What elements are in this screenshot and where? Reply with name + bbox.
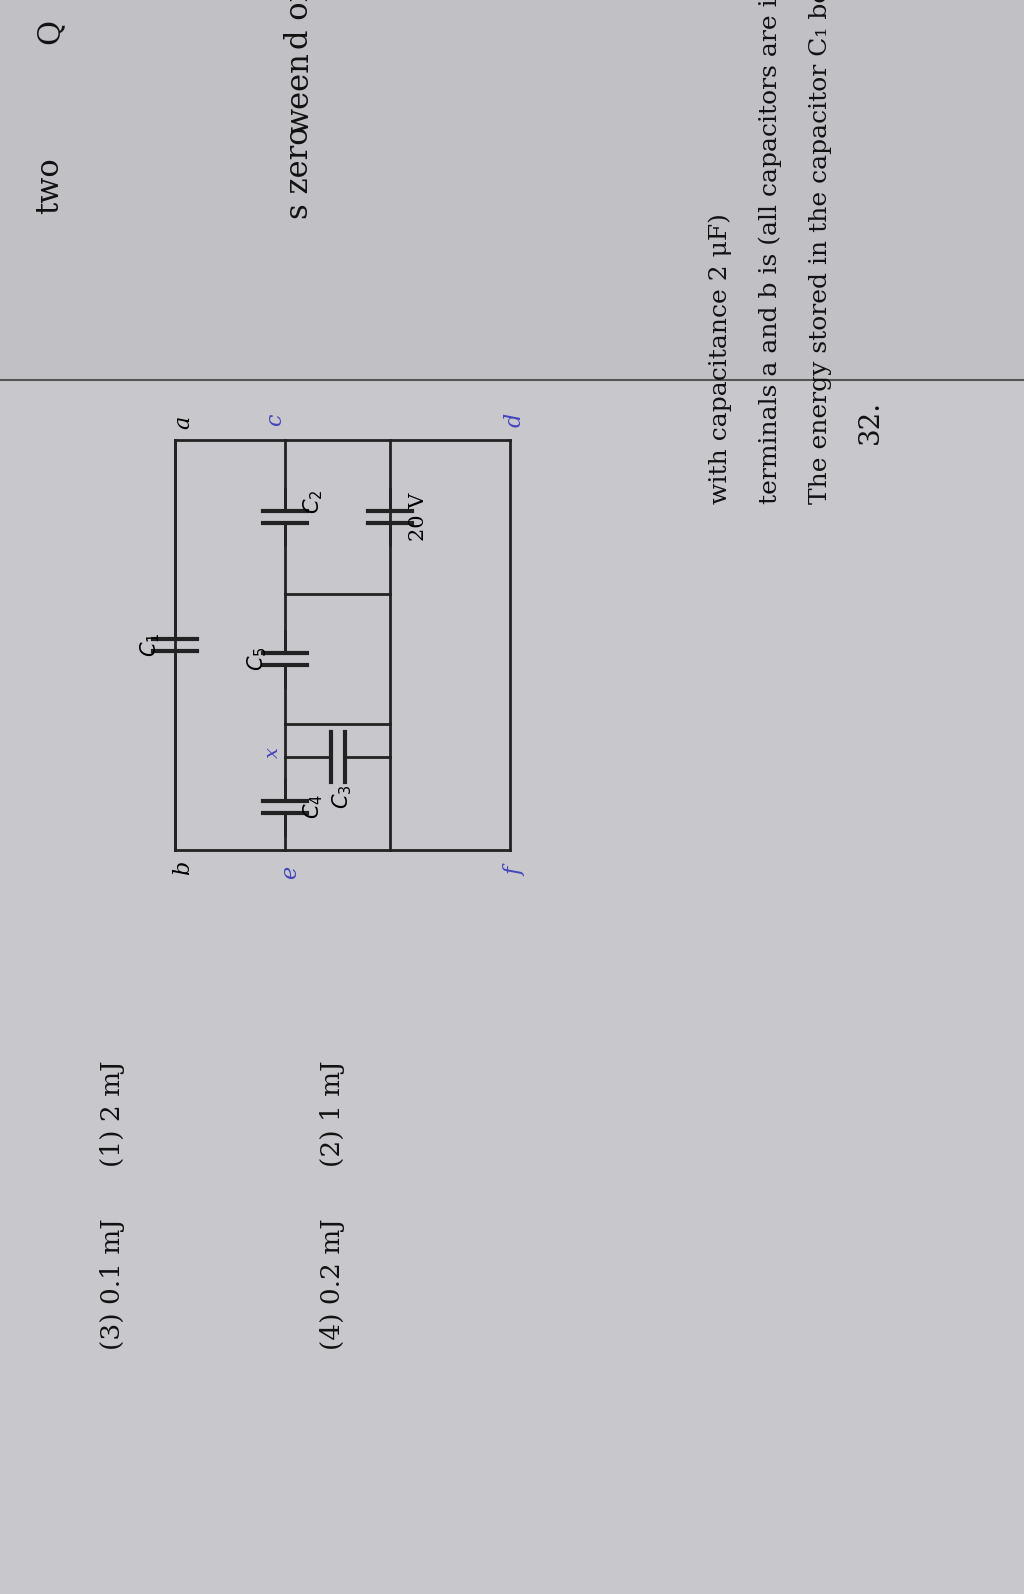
Text: two: two (35, 158, 66, 214)
Text: (1) 2 mJ: (1) 2 mJ (100, 1060, 125, 1167)
Text: with capacitance 2 μF): with capacitance 2 μF) (709, 214, 732, 504)
Text: x: x (264, 746, 282, 757)
Bar (0, 379, 1024, 1594)
Text: 20 V: 20 V (409, 493, 427, 542)
Text: Q: Q (35, 19, 66, 45)
Text: e: e (279, 866, 301, 878)
Text: (3) 0.1 mJ: (3) 0.1 mJ (100, 1218, 125, 1350)
Text: 32.: 32. (856, 400, 884, 445)
Text: The energy stored in the capacitor C₁ between: The energy stored in the capacitor C₁ be… (809, 0, 831, 504)
Text: terminals a and b is (all capacitors are identical: terminals a and b is (all capacitors are… (758, 0, 781, 504)
Bar (0, 0, 1024, 379)
Text: ween: ween (285, 53, 315, 134)
Text: c: c (264, 414, 286, 426)
Text: a: a (172, 416, 194, 429)
Text: $C_5$: $C_5$ (245, 647, 268, 671)
Text: s zero: s zero (285, 126, 315, 218)
Text: (4) 0.2 mJ: (4) 0.2 mJ (319, 1218, 345, 1350)
Text: $C_4$: $C_4$ (301, 794, 325, 819)
Text: f: f (504, 867, 526, 877)
Text: b: b (172, 861, 194, 875)
Text: $C_1$: $C_1$ (138, 633, 162, 657)
Text: $C_2$: $C_2$ (301, 489, 325, 515)
Text: (2) 1 mJ: (2) 1 mJ (319, 1060, 345, 1167)
Text: d: d (504, 413, 526, 427)
Text: $C_3$: $C_3$ (331, 784, 354, 810)
Text: d on: d on (285, 0, 315, 49)
